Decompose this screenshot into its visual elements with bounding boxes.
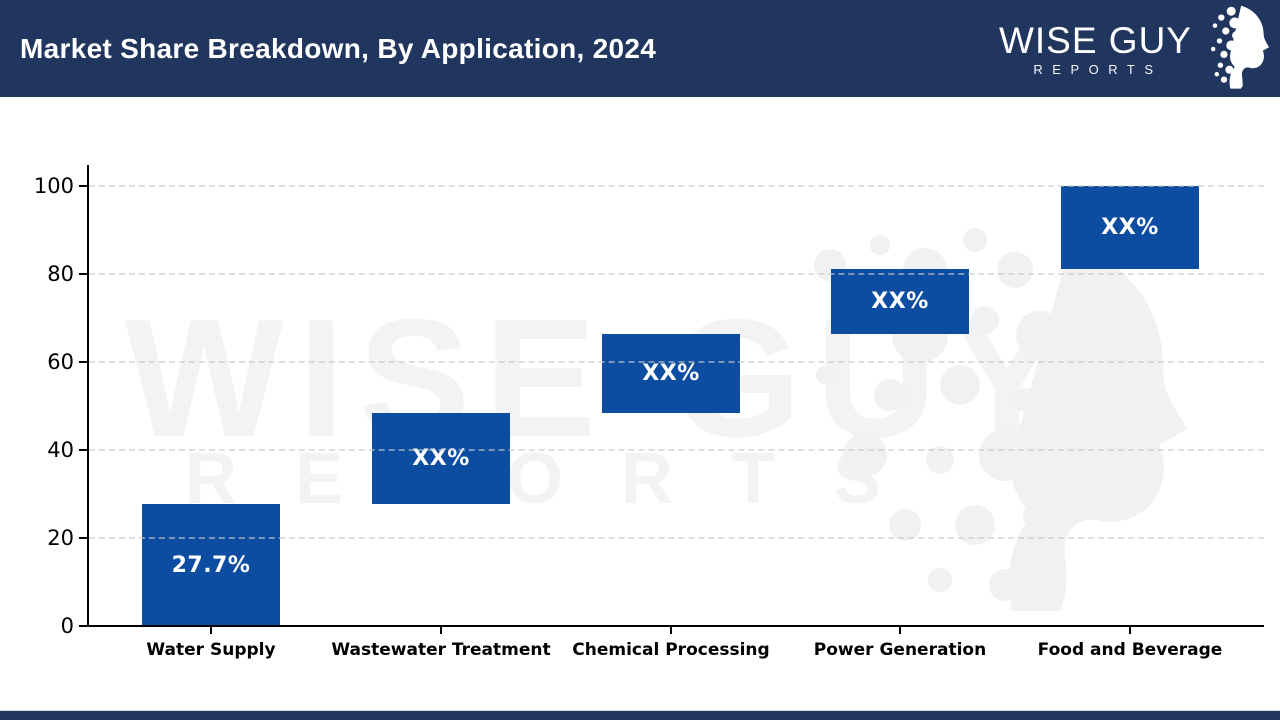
bar-water-supply: 27.7% xyxy=(142,504,280,626)
bar-value-label: XX% xyxy=(1101,215,1159,241)
x-category-label: Food and Beverage xyxy=(1037,640,1223,660)
bar-food-and-beverage: XX% xyxy=(1061,186,1199,270)
x-tick-mark xyxy=(670,627,672,634)
y-tick-mark xyxy=(79,185,87,187)
watermark-head-icon xyxy=(814,228,1187,611)
y-tick-mark xyxy=(79,449,87,451)
y-tick-label: 0 xyxy=(60,614,74,638)
y-axis-line xyxy=(87,165,89,627)
bar-power-generation: XX% xyxy=(831,269,969,334)
bar-value-label: 27.7% xyxy=(171,552,251,578)
footer-bar xyxy=(0,711,1280,720)
y-tick-label: 100 xyxy=(33,174,74,198)
bar-value-label: XX% xyxy=(871,288,929,314)
x-category-label: Power Generation xyxy=(813,640,987,660)
y-tick-label: 60 xyxy=(47,350,74,374)
x-tick-mark xyxy=(440,627,442,634)
logo-wordmark: WISE GUY REPORTS xyxy=(999,22,1192,77)
x-category-label: Water Supply xyxy=(146,640,276,660)
bar-value-label: XX% xyxy=(642,360,700,386)
gridline-40 xyxy=(89,449,1264,451)
x-tick-mark xyxy=(899,627,901,634)
x-axis-line xyxy=(87,625,1264,627)
y-tick-mark xyxy=(79,273,87,275)
header-bar: Market Share Breakdown, By Application, … xyxy=(0,0,1280,97)
bar-chemical-processing: XX% xyxy=(602,333,740,414)
y-tick-mark xyxy=(79,361,87,363)
footer-divider xyxy=(0,710,1280,711)
bar-wastewater-treatment: XX% xyxy=(372,413,510,505)
logo-wordmark-top: WISE GUY xyxy=(998,19,1192,61)
gridline-20 xyxy=(89,537,1264,539)
x-category-label: Chemical Processing xyxy=(572,640,770,660)
y-tick-mark xyxy=(79,625,87,627)
wiseguy-logo: WISE GUY REPORTS xyxy=(999,4,1270,94)
y-tick-label: 20 xyxy=(47,526,74,550)
gridline-100 xyxy=(89,185,1264,187)
logo-head-icon xyxy=(1210,5,1269,89)
y-tick-label: 80 xyxy=(47,262,74,286)
y-tick-label: 40 xyxy=(47,438,74,462)
y-tick-mark xyxy=(79,537,87,539)
gridline-60 xyxy=(89,361,1264,363)
gridline-80 xyxy=(89,273,1264,275)
logo-wordmark-bottom: REPORTS xyxy=(1033,61,1163,77)
x-tick-mark xyxy=(1129,627,1131,634)
watermark-subtitle: REPORTS xyxy=(185,439,940,519)
chart-title: Market Share Breakdown, By Application, … xyxy=(20,32,657,64)
x-tick-mark xyxy=(210,627,212,634)
x-category-label: Wastewater Treatment xyxy=(331,640,551,660)
